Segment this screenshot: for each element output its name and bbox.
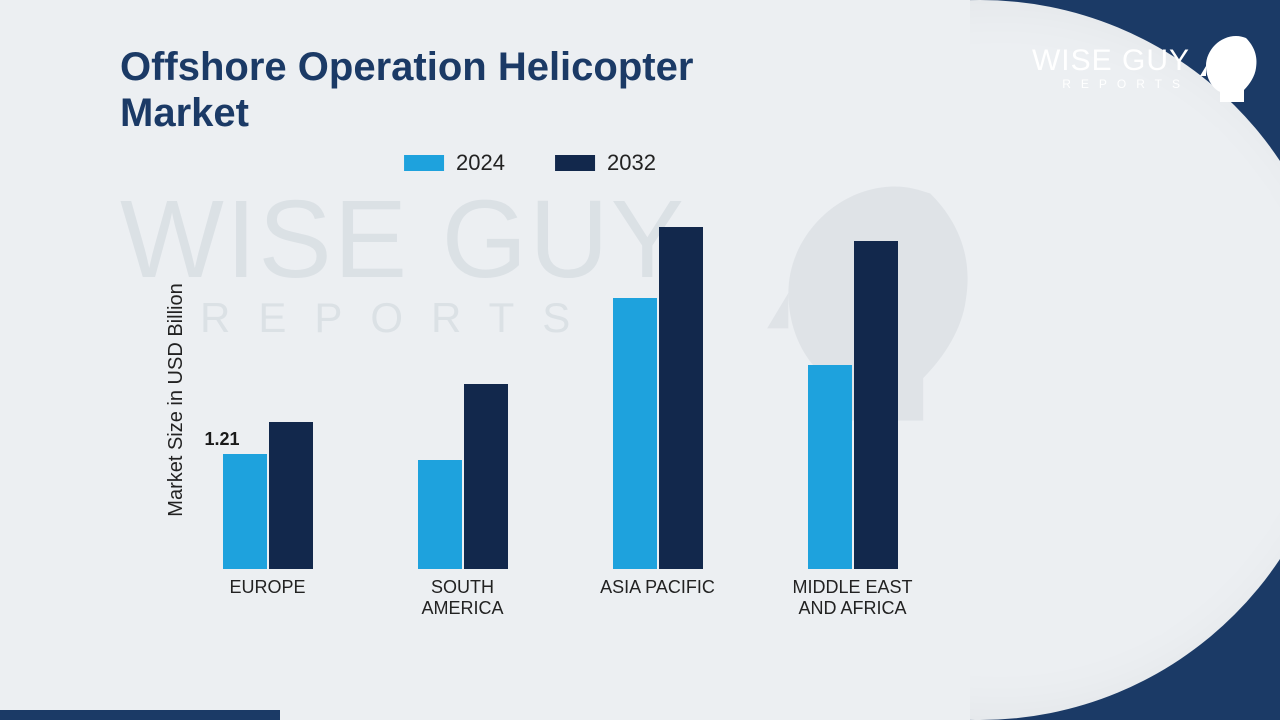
legend: 2024 2032 [404, 150, 656, 176]
arc-cutout [970, 0, 1280, 720]
bar-group: MIDDLE EAST AND AFRICA [808, 241, 898, 569]
legend-item-2024: 2024 [404, 150, 505, 176]
right-panel [970, 0, 1280, 720]
bar-2024 [223, 454, 267, 569]
bar-group: SOUTH AMERICA [418, 384, 508, 569]
bar-2032 [269, 422, 313, 569]
legend-item-2032: 2032 [555, 150, 656, 176]
bar-group: ASIA PACIFIC [613, 227, 703, 569]
chart-region: Market Size in USD Billion 2024 2032 1.2… [110, 150, 950, 650]
bar-group: 1.21EUROPE [223, 422, 313, 569]
bar-2032 [854, 241, 898, 569]
bar-2032 [464, 384, 508, 569]
legend-swatch-2024 [404, 155, 444, 171]
category-label: SOUTH AMERICA [393, 577, 533, 618]
value-label: 1.21 [205, 429, 240, 450]
category-label: ASIA PACIFIC [588, 577, 728, 598]
brand-logo: WISE GUY REPORTS [990, 32, 1260, 104]
category-label: MIDDLE EAST AND AFRICA [783, 577, 923, 618]
brand-head-icon [1198, 32, 1260, 104]
legend-label-2024: 2024 [456, 150, 505, 176]
legend-swatch-2032 [555, 155, 595, 171]
category-label: EUROPE [198, 577, 338, 598]
bar-2024 [418, 460, 462, 569]
page-title: Offshore Operation Helicopter Market [120, 44, 770, 136]
bar-2024 [613, 298, 657, 569]
bar-2032 [659, 227, 703, 569]
footer-accent [0, 710, 280, 720]
brand-sub: REPORTS [1032, 78, 1190, 90]
brand-main: WISE GUY [1032, 46, 1190, 76]
plot-area: 1.21EUROPE SOUTH AMERICA ASIA PACIFIC MIDDL… [170, 190, 950, 570]
legend-label-2032: 2032 [607, 150, 656, 176]
bar-2024 [808, 365, 852, 569]
